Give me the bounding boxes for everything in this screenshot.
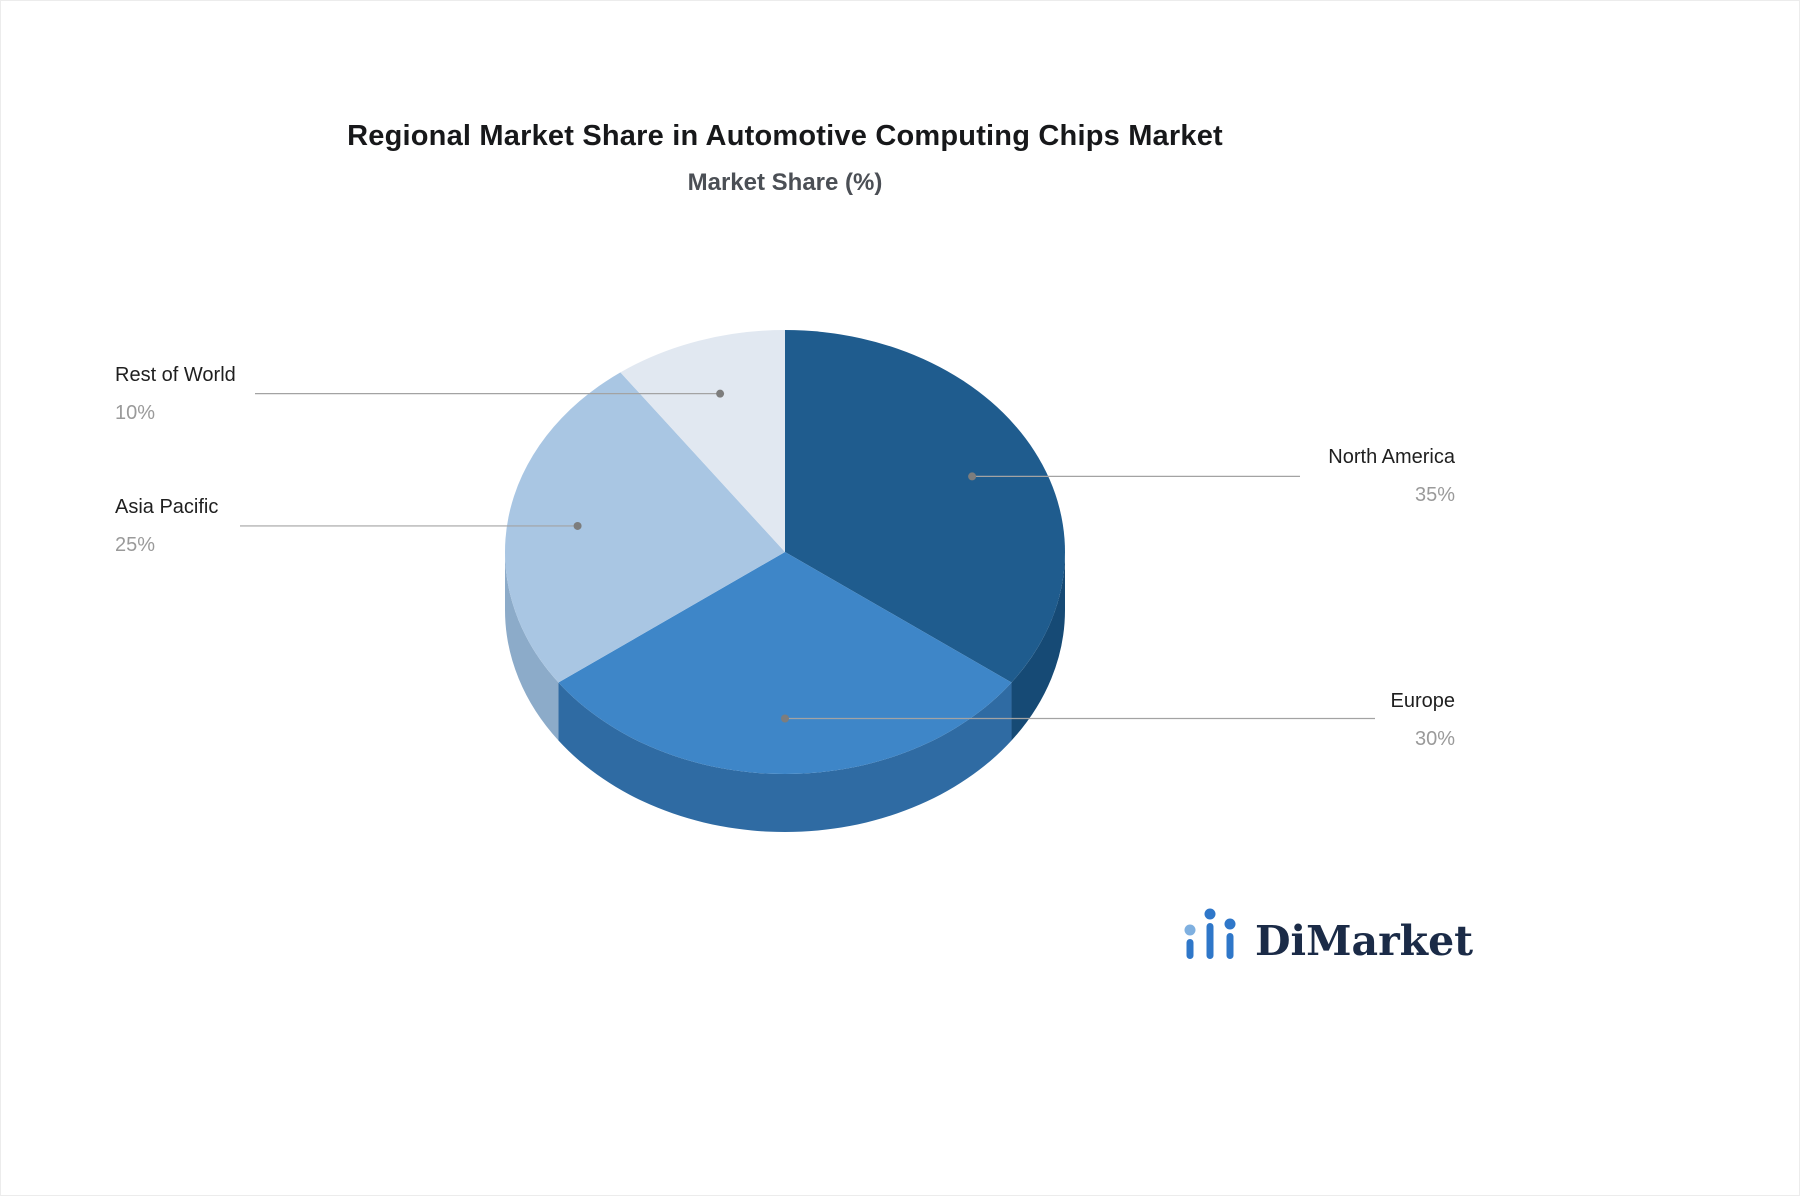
callout-value: 10% <box>115 402 156 424</box>
callout-europe: Europe 30% <box>1135 689 1456 751</box>
pie-slice-north-america <box>785 330 1065 683</box>
callout-label: Asia Pacific <box>115 496 219 518</box>
bar-chart-icon <box>1184 908 1236 959</box>
pie-slice-side-asia-pacific <box>505 552 559 741</box>
callout-value: 30% <box>1414 728 1455 750</box>
callout-label: North America <box>1328 446 1455 468</box>
callout-north-america: North America 35% <box>1135 445 1455 507</box>
chart-subtitle: Market Share (%) <box>687 169 883 196</box>
pie-slice-asia-pacific <box>504 372 785 683</box>
callout-value: 25% <box>115 534 156 556</box>
callout-dot-north-america <box>968 472 977 481</box>
callout-rest-of-world: Rest of World 10% <box>115 363 435 425</box>
chart-title: Regional Market Share in Automotive Comp… <box>347 120 1223 152</box>
callout-label: Rest of World <box>115 364 236 386</box>
callout-dot-rest-of-world <box>716 389 725 398</box>
brand-logo: DiMarket <box>1183 906 1473 964</box>
callout-dot-asia-pacific <box>573 521 582 530</box>
pie-slice-side-europe <box>558 682 1012 832</box>
callout-value: 35% <box>1414 484 1455 506</box>
callout-label: Europe <box>1390 690 1456 712</box>
brand-name: DiMarket <box>1255 916 1474 965</box>
pie-slice-rest-of-world <box>620 330 785 552</box>
callout-asia-pacific: Asia Pacific 25% <box>115 495 435 557</box>
callout-dot-europe <box>781 714 789 723</box>
pie-slice-side-north-america <box>1011 552 1065 741</box>
